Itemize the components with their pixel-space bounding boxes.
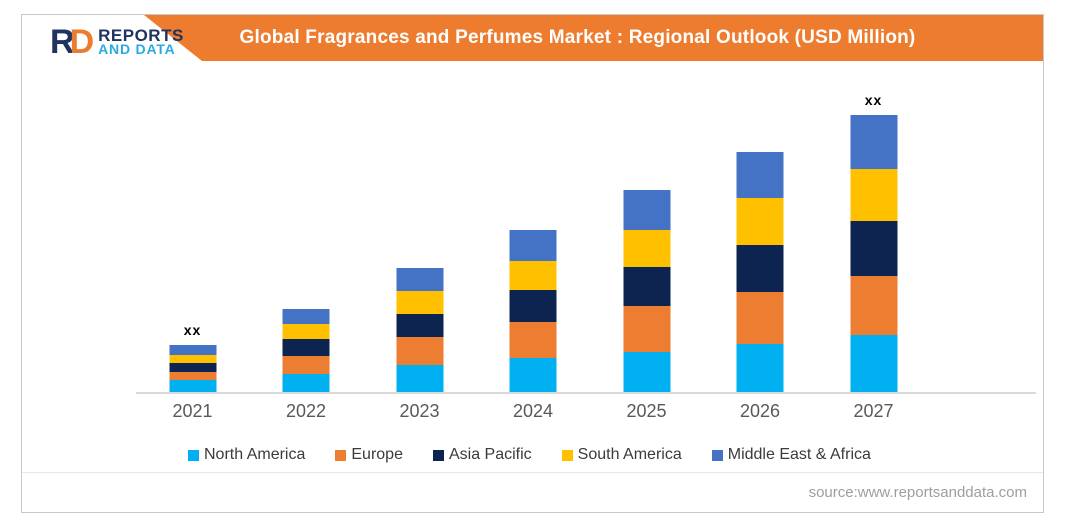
bar-segment-asia-pacific-2027 <box>850 221 897 276</box>
bar-stack-2025 <box>623 190 670 392</box>
bar-segment-middle-east-africa-2023 <box>396 268 443 291</box>
bar-group-2027: xx 2027 <box>829 61 919 421</box>
legend-item-europe: Europe <box>335 446 403 464</box>
x-tick-label-2026: 2026 <box>739 401 781 421</box>
bar-segment-asia-pacific-2023 <box>396 314 443 337</box>
bar-group-2021: xx 2021 <box>148 61 238 421</box>
x-tick-label-2022: 2022 <box>285 401 327 421</box>
bar-value-label-2027: xx <box>864 92 883 108</box>
bar-group-2023: 2023 <box>375 61 465 421</box>
bar-stack-2027 <box>850 115 897 392</box>
bar-segment-europe-2027 <box>850 276 897 335</box>
bar-segment-europe-2024 <box>509 322 557 358</box>
bar-segment-europe-2021 <box>169 372 216 380</box>
bar-group-2025: 2025 <box>602 61 692 421</box>
logo-letter-r: R <box>50 23 74 61</box>
bar-segment-middle-east-africa-2026 <box>736 152 784 198</box>
bar-segment-south-america-2027 <box>850 169 897 221</box>
bar-stack-2021 <box>169 345 216 392</box>
legend-label: Europe <box>351 446 403 463</box>
bar-stack-2026 <box>736 152 784 392</box>
bar-segment-north-america-2025 <box>623 352 670 392</box>
x-tick-label-2024: 2024 <box>512 401 554 421</box>
logo-wordmark: REPORTS AND DATA <box>98 26 184 57</box>
title-banner: Global Fragrances and Perfumes Market : … <box>144 15 1043 61</box>
bar-segment-north-america-2024 <box>509 358 557 392</box>
bar-group-2024: 2024 <box>488 61 578 421</box>
bar-stack-2023 <box>396 268 443 392</box>
x-tick-label-2021: 2021 <box>172 401 213 421</box>
bar-segment-north-america-2023 <box>396 365 443 392</box>
bar-segment-south-america-2026 <box>736 198 784 245</box>
bar-segment-asia-pacific-2025 <box>623 267 670 306</box>
bar-segment-north-america-2026 <box>736 344 784 392</box>
legend-label: Asia Pacific <box>448 446 532 463</box>
bar-segment-south-america-2024 <box>509 261 557 290</box>
bar-segment-north-america-2027 <box>850 335 897 392</box>
legend-item-north-america: North America <box>188 446 305 464</box>
bar-segment-north-america-2022 <box>282 374 330 392</box>
legend-label: South America <box>577 446 682 463</box>
bar-segment-south-america-2023 <box>396 291 443 314</box>
bar-group-2026: 2026 <box>715 61 805 421</box>
bar-segment-asia-pacific-2024 <box>509 290 557 322</box>
x-tick-label-2025: 2025 <box>626 401 667 421</box>
legend-item-south-america: South America <box>561 446 682 464</box>
bar-segment-asia-pacific-2022 <box>282 339 330 356</box>
bar-value-label-2021: xx <box>183 322 202 338</box>
footer-divider <box>22 472 1043 473</box>
legend-item-asia-pacific: Asia Pacific <box>432 446 532 464</box>
legend-swatch-icon <box>432 449 444 461</box>
source-attribution: source:www.reportsanddata.com <box>808 484 1027 501</box>
chart-title: Global Fragrances and Perfumes Market : … <box>239 27 916 48</box>
legend-swatch-icon <box>188 449 199 461</box>
bar-segment-middle-east-africa-2025 <box>623 190 670 230</box>
legend-swatch-icon <box>711 449 723 461</box>
chart-legend: North America Europe Asia Pacific South Ame… <box>188 440 871 470</box>
plot-area: xx 2021 2022 2023 2024 2025 2026 xx 2027 <box>136 61 1036 421</box>
bar-segment-south-america-2025 <box>623 230 670 267</box>
bar-segment-asia-pacific-2021 <box>169 363 216 372</box>
bar-segment-europe-2023 <box>396 337 443 365</box>
legend-item-middle-east-africa: Middle East & Africa <box>711 446 871 464</box>
bar-group-2022: 2022 <box>261 61 351 421</box>
bar-segment-south-america-2022 <box>282 324 330 339</box>
x-tick-label-2023: 2023 <box>399 401 440 421</box>
bar-segment-europe-2022 <box>282 356 330 374</box>
bar-segment-europe-2026 <box>736 292 784 344</box>
bar-stack-2024 <box>509 230 557 392</box>
logo-text-and-data: AND DATA <box>98 41 176 57</box>
logo-text-reports: REPORTS <box>98 26 184 45</box>
legend-swatch-icon <box>335 449 347 461</box>
legend-swatch-icon <box>561 449 573 461</box>
bar-segment-asia-pacific-2026 <box>736 245 784 292</box>
bar-segment-north-america-2021 <box>169 380 216 392</box>
logo-letter-d: D <box>69 23 94 61</box>
chart-card: Global Fragrances and Perfumes Market : … <box>21 14 1044 513</box>
legend-label: North America <box>204 446 306 463</box>
bar-segment-middle-east-africa-2024 <box>509 230 557 261</box>
reports-and-data-logo: RD REPORTS AND DATA <box>50 25 184 59</box>
bar-segment-middle-east-africa-2021 <box>169 345 216 355</box>
bar-segment-europe-2025 <box>623 306 670 352</box>
bar-segment-middle-east-africa-2022 <box>282 309 330 324</box>
x-tick-label-2027: 2027 <box>853 401 894 421</box>
bar-segment-middle-east-africa-2027 <box>850 115 897 169</box>
rd-logo-icon: RD <box>50 25 94 59</box>
bar-segment-south-america-2021 <box>169 355 216 363</box>
bar-stack-2022 <box>282 309 330 392</box>
legend-label: Middle East & Africa <box>727 446 871 463</box>
